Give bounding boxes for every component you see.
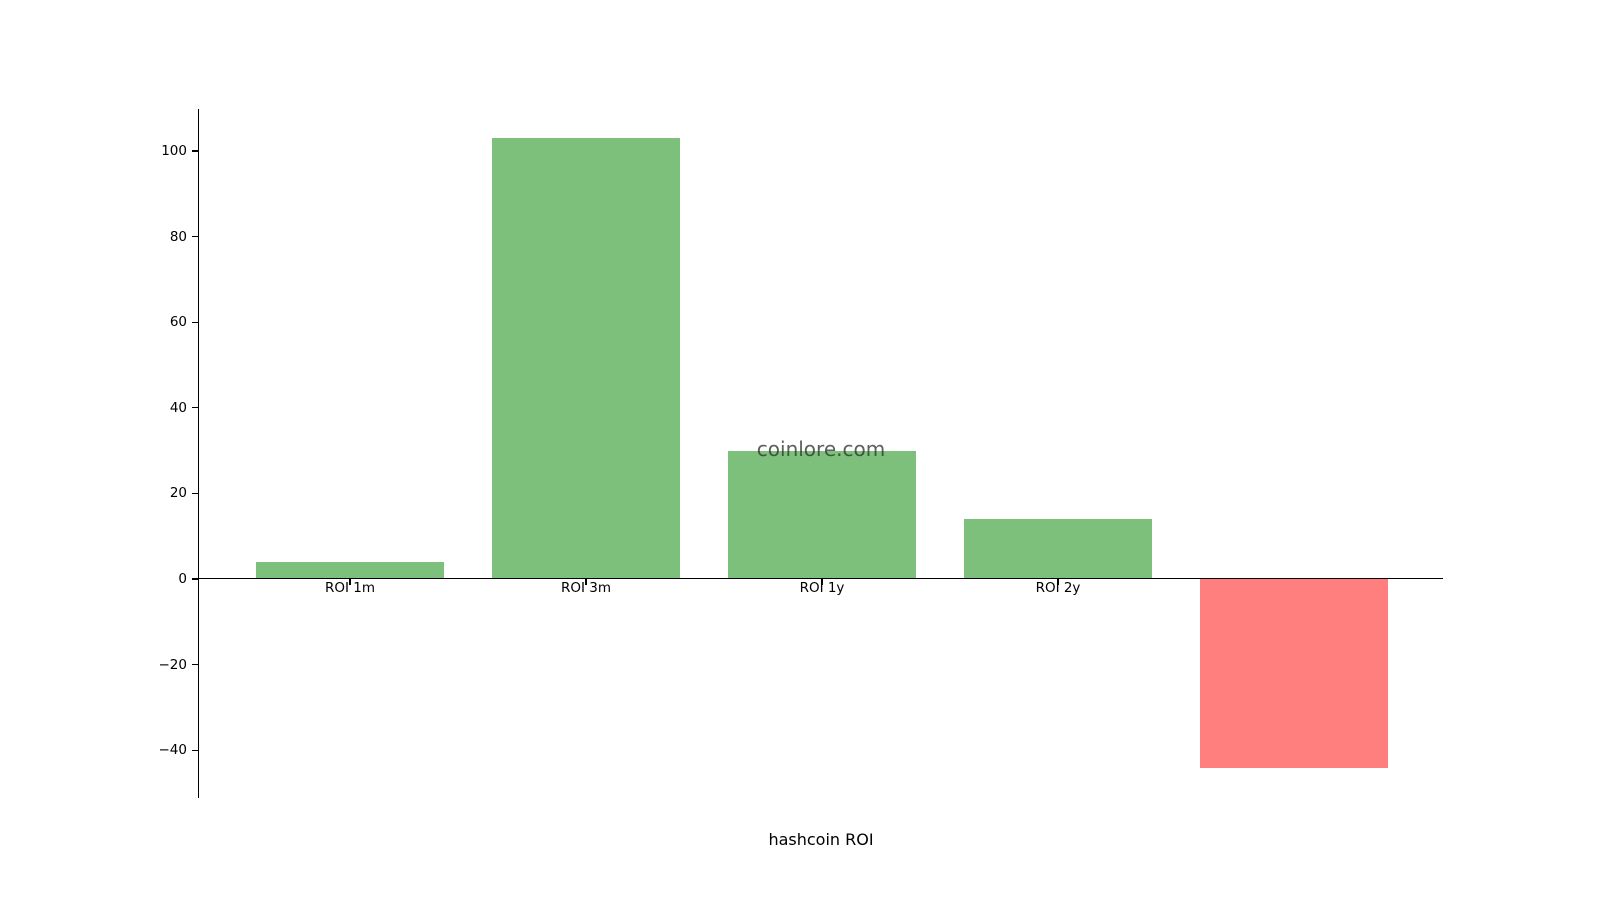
y-tick-label: 80 [169, 228, 187, 245]
bar [728, 450, 916, 579]
x-tick-label: ROI 1y [799, 580, 845, 596]
y-tick-mark [192, 150, 198, 152]
x-axis-title: hashcoin ROI [768, 830, 874, 849]
x-tick-label: ROI 1m [324, 580, 376, 596]
y-tick-mark [192, 749, 198, 751]
bar [964, 519, 1152, 579]
x-tick-mark [349, 578, 351, 585]
x-tick-mark [585, 578, 587, 585]
x-axis-line [199, 577, 1443, 580]
y-axis-line [197, 109, 199, 798]
x-tick-mark [1057, 578, 1059, 585]
bar [492, 138, 680, 579]
y-tick-mark [192, 663, 198, 666]
y-tick-label: 100 [161, 143, 187, 159]
y-tick-label: 60 [169, 314, 187, 331]
y-tick-mark [192, 578, 198, 580]
x-tick-label: ROI 2y [1035, 580, 1081, 596]
x-tick-label: ROI 3m [560, 580, 612, 596]
bar [256, 561, 444, 579]
y-tick-mark [192, 492, 198, 495]
watermark: coinlore.com [756, 437, 886, 461]
y-tick-label: 0 [178, 571, 187, 587]
bar [1200, 579, 1388, 768]
x-tick-mark [821, 578, 823, 585]
y-tick-mark [192, 407, 198, 409]
y-tick-label: 20 [169, 485, 187, 502]
y-tick-label: 40 [169, 399, 187, 416]
y-tick-label: −40 [158, 742, 188, 759]
y-tick-mark [192, 321, 198, 323]
y-tick-mark [192, 235, 198, 238]
y-tick-label: −20 [158, 656, 188, 673]
